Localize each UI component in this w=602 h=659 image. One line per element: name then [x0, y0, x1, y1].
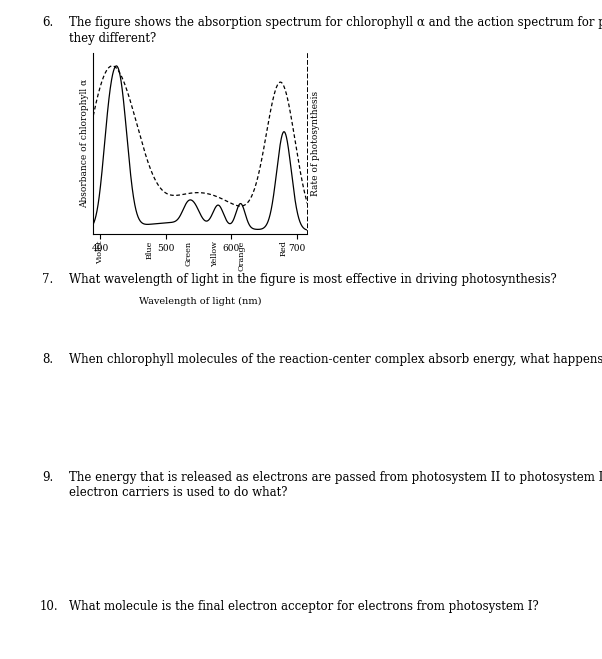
Text: 8.: 8.: [42, 353, 53, 366]
Text: The figure shows the absorption spectrum for chlorophyll α and the action spectr: The figure shows the absorption spectrum…: [69, 16, 602, 30]
Text: Violet: Violet: [96, 241, 104, 264]
Text: When chlorophyll molecules of the reaction-center complex absorb energy, what ha: When chlorophyll molecules of the reacti…: [69, 353, 602, 366]
Text: electron carriers is used to do what?: electron carriers is used to do what?: [69, 486, 288, 500]
Text: Orange: Orange: [237, 241, 245, 271]
Y-axis label: Rate of photosynthesis: Rate of photosynthesis: [311, 91, 320, 196]
Text: Yellow: Yellow: [211, 241, 219, 266]
Text: 9.: 9.: [42, 471, 54, 484]
Text: 10.: 10.: [39, 600, 58, 613]
Text: What wavelength of light in the figure is most effective in driving photosynthes: What wavelength of light in the figure i…: [69, 273, 557, 287]
Text: Wavelength of light (nm): Wavelength of light (nm): [139, 297, 261, 306]
Text: 6.: 6.: [42, 16, 54, 30]
Text: The energy that is released as electrons are passed from photosystem II to photo: The energy that is released as electrons…: [69, 471, 602, 484]
Text: What molecule is the final electron acceptor for electrons from photosystem I?: What molecule is the final electron acce…: [69, 600, 539, 613]
Text: Blue: Blue: [145, 241, 153, 259]
Text: they different?: they different?: [69, 32, 157, 45]
Text: 7.: 7.: [42, 273, 54, 287]
Text: Red: Red: [280, 241, 288, 256]
Text: Green: Green: [185, 241, 193, 266]
Y-axis label: Absorbance of chlorophyll α: Absorbance of chlorophyll α: [80, 79, 89, 208]
